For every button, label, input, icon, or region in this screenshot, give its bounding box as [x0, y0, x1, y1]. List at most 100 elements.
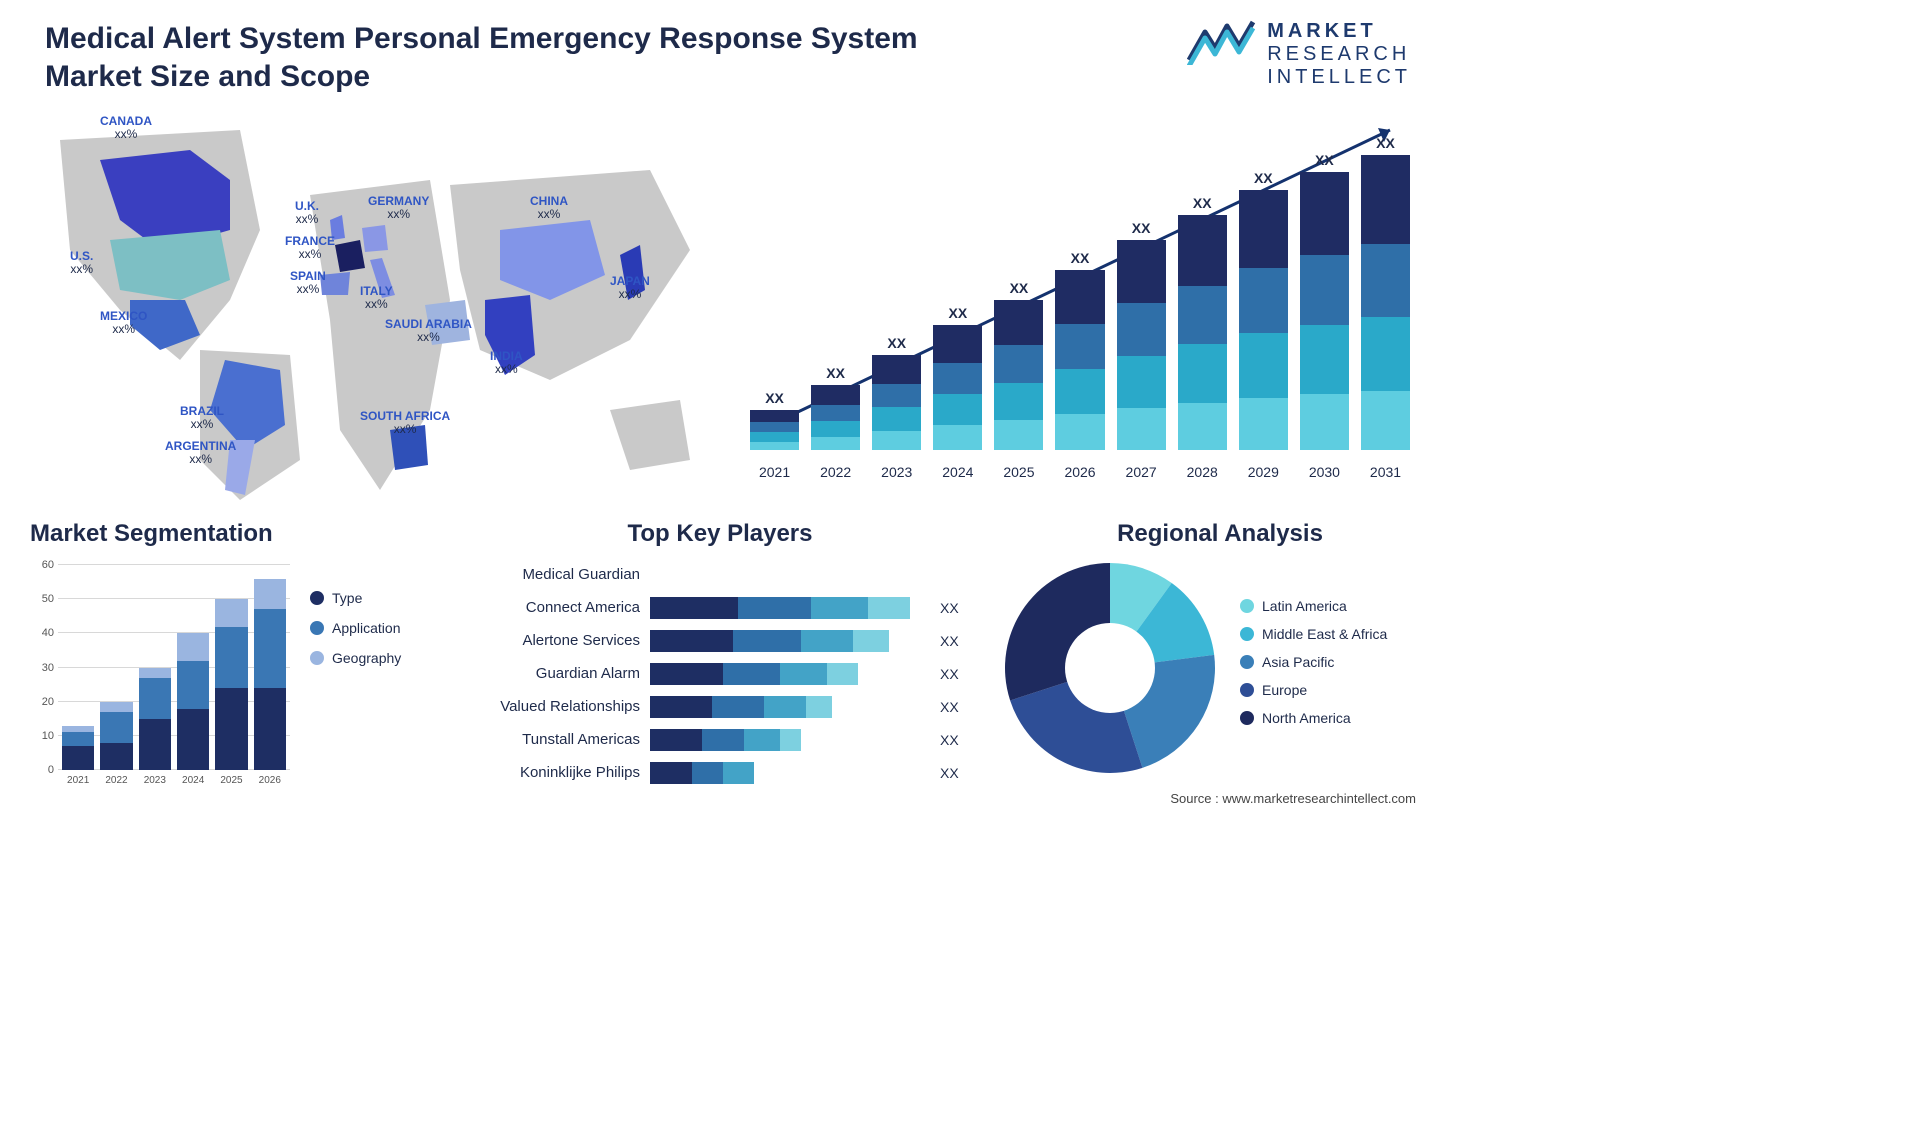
player-bar: [650, 729, 930, 751]
top-key-players-section: Top Key Players Medical GuardianConnect …: [460, 520, 980, 789]
big-bar-value-label: XX: [948, 305, 967, 321]
big-x-label: 2022: [811, 464, 860, 480]
seg-bar-2024: [177, 633, 209, 770]
big-x-label: 2024: [933, 464, 982, 480]
seg-bar-seg: [215, 627, 247, 689]
seg-bar-seg: [254, 579, 286, 610]
big-bar-seg: [1055, 414, 1104, 450]
big-bar-seg: [933, 325, 982, 363]
big-bar-value-label: XX: [1132, 220, 1151, 236]
player-value: XX: [940, 699, 959, 715]
map-label-south-africa: SOUTH AFRICAxx%: [360, 410, 450, 436]
logo-line2: RESEARCH: [1267, 43, 1411, 66]
player-row: Koninklijke Philips XX: [460, 756, 980, 789]
seg-y-tick: 10: [42, 730, 54, 742]
big-bar-seg: [811, 385, 860, 405]
region-legend-item: Europe: [1240, 682, 1387, 698]
seg-bar-seg: [254, 688, 286, 770]
regional-legend: Latin AmericaMiddle East & AfricaAsia Pa…: [1240, 598, 1387, 738]
player-row: Medical Guardian: [460, 558, 980, 591]
seg-bar-2023: [139, 668, 171, 771]
source-attribution: Source : www.marketresearchintellect.com: [1170, 791, 1416, 806]
big-bar-2023: XX: [872, 335, 921, 450]
brand-logo-icon: [1187, 20, 1257, 70]
player-bar: [650, 663, 930, 685]
market-size-bar-chart: XXXXXXXXXXXXXXXXXXXXXX 20212022202320242…: [750, 100, 1410, 480]
seg-x-label: 2024: [177, 775, 209, 795]
big-bar-2030: XX: [1300, 152, 1349, 450]
big-bar-seg: [994, 383, 1043, 421]
big-bar-seg: [1300, 394, 1349, 450]
seg-bar-2026: [254, 579, 286, 770]
seg-bar-seg: [139, 668, 171, 678]
player-name: Koninklijke Philips: [460, 764, 650, 781]
big-x-label: 2031: [1361, 464, 1410, 480]
big-bar-2021: XX: [750, 390, 799, 450]
regional-donut-chart: [1000, 558, 1220, 778]
seg-x-label: 2021: [62, 775, 94, 795]
map-label-u-s-: U.S.xx%: [70, 250, 93, 276]
seg-y-tick: 50: [42, 593, 54, 605]
seg-bar-seg: [139, 678, 171, 719]
player-name: Valued Relationships: [460, 698, 650, 715]
big-x-label: 2023: [872, 464, 921, 480]
seg-x-label: 2025: [215, 775, 247, 795]
big-bar-2028: XX: [1178, 195, 1227, 450]
player-row: Guardian AlarmXX: [460, 657, 980, 690]
player-bar: [650, 597, 930, 619]
player-bar: [650, 630, 930, 652]
seg-y-tick: 20: [42, 696, 54, 708]
big-x-label: 2026: [1055, 464, 1104, 480]
big-bar-seg: [994, 300, 1043, 345]
big-bar-seg: [1300, 255, 1349, 325]
big-bar-seg: [872, 431, 921, 450]
map-label-argentina: ARGENTINAxx%: [165, 440, 236, 466]
seg-bar-seg: [100, 743, 132, 770]
player-value: XX: [940, 765, 959, 781]
logo-line1: MARKET: [1267, 20, 1411, 43]
big-bar-seg: [811, 405, 860, 421]
player-value: XX: [940, 600, 959, 616]
player-value: XX: [940, 666, 959, 682]
big-bar-seg: [811, 421, 860, 437]
player-bar: [650, 696, 930, 718]
big-bar-seg: [1300, 172, 1349, 255]
big-x-label: 2030: [1300, 464, 1349, 480]
seg-bar-2021: [62, 726, 94, 770]
map-label-germany: GERMANYxx%: [368, 195, 429, 221]
seg-bar-seg: [100, 702, 132, 712]
big-bar-2024: XX: [933, 305, 982, 450]
big-bar-value-label: XX: [887, 335, 906, 351]
big-bar-seg: [1239, 398, 1288, 450]
seg-bar-seg: [139, 719, 171, 770]
seg-bar-seg: [215, 688, 247, 770]
big-bar-seg: [1361, 317, 1410, 391]
big-bar-value-label: XX: [1376, 135, 1395, 151]
player-value: XX: [940, 732, 959, 748]
world-map: CANADAxx%U.S.xx%MEXICOxx%BRAZILxx%ARGENT…: [30, 100, 720, 500]
seg-y-tick: 0: [48, 764, 54, 776]
regional-heading: Regional Analysis: [1000, 520, 1440, 548]
segmentation-bar-chart: 0102030405060 202120222023202420252026: [30, 565, 290, 795]
big-bar-seg: [933, 363, 982, 394]
player-value: XX: [940, 633, 959, 649]
big-bar-value-label: XX: [1254, 170, 1273, 186]
map-label-india: INDIAxx%: [490, 350, 523, 376]
big-bar-value-label: XX: [1010, 280, 1029, 296]
seg-bar-seg: [215, 599, 247, 626]
map-label-u-k-: U.K.xx%: [295, 200, 319, 226]
big-bar-seg: [1117, 408, 1166, 450]
big-x-label: 2021: [750, 464, 799, 480]
player-row: Alertone ServicesXX: [460, 624, 980, 657]
map-label-italy: ITALYxx%: [360, 285, 393, 311]
big-bar-seg: [872, 407, 921, 431]
big-bar-seg: [872, 384, 921, 408]
big-bar-seg: [1361, 244, 1410, 318]
big-bar-value-label: XX: [1315, 152, 1334, 168]
map-label-canada: CANADAxx%: [100, 115, 152, 141]
big-bar-seg: [1300, 325, 1349, 395]
seg-bar-seg: [177, 633, 209, 660]
big-bar-seg: [872, 355, 921, 384]
seg-bar-seg: [62, 732, 94, 746]
big-bar-seg: [1361, 391, 1410, 450]
